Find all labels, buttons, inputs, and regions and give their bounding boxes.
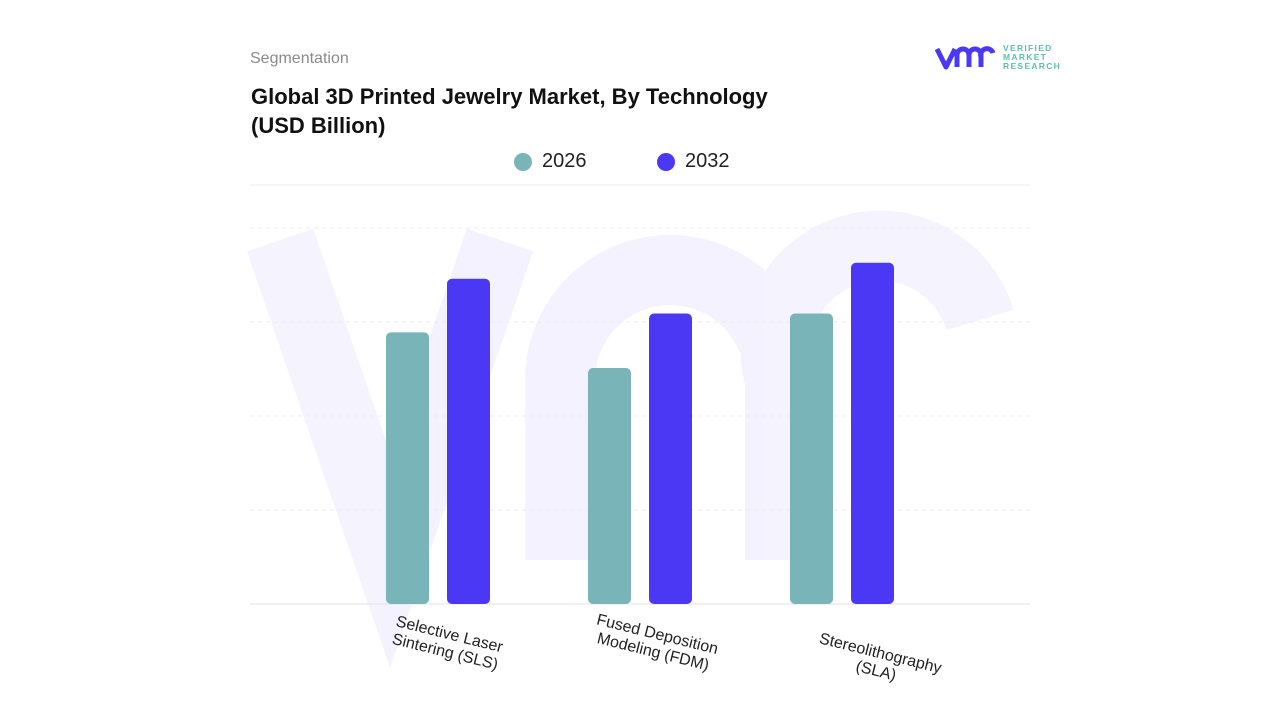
legend-item-2032[interactable]: 2032 — [657, 150, 730, 173]
bar-2032-0[interactable] — [447, 278, 490, 604]
legend-item-2026[interactable]: 2026 — [514, 150, 587, 173]
bar-2026-1[interactable] — [588, 368, 631, 604]
bar-2032-2[interactable] — [851, 262, 894, 604]
legend: 2026 2032 — [0, 150, 1280, 174]
legend-marker-2032 — [657, 152, 675, 171]
vmr-logo-mark — [935, 45, 996, 69]
chart-title: Global 3D Printed Jewelry Market, By Tec… — [251, 82, 851, 140]
legend-label-2032: 2032 — [685, 150, 730, 172]
logo-text-research: RESEARCH — [1003, 61, 1062, 71]
logo-text-verified: VERIFIED — [1003, 43, 1053, 53]
logo-text-market: MARKET — [1003, 52, 1048, 62]
title-line-1: Global 3D Printed Jewelry Market, By Tec… — [251, 84, 768, 109]
vmr-logo: VERIFIED MARKET RESEARCH — [935, 44, 1061, 71]
legend-label-2026: 2026 — [542, 150, 587, 172]
title-line-2: (USD Billion) — [251, 113, 386, 138]
bar-2026-2[interactable] — [790, 313, 833, 604]
bar-2032-1[interactable] — [649, 313, 692, 604]
bar-2026-0[interactable] — [386, 332, 429, 604]
legend-marker-2026 — [514, 152, 532, 171]
segment-label: Segmentation — [250, 50, 349, 67]
